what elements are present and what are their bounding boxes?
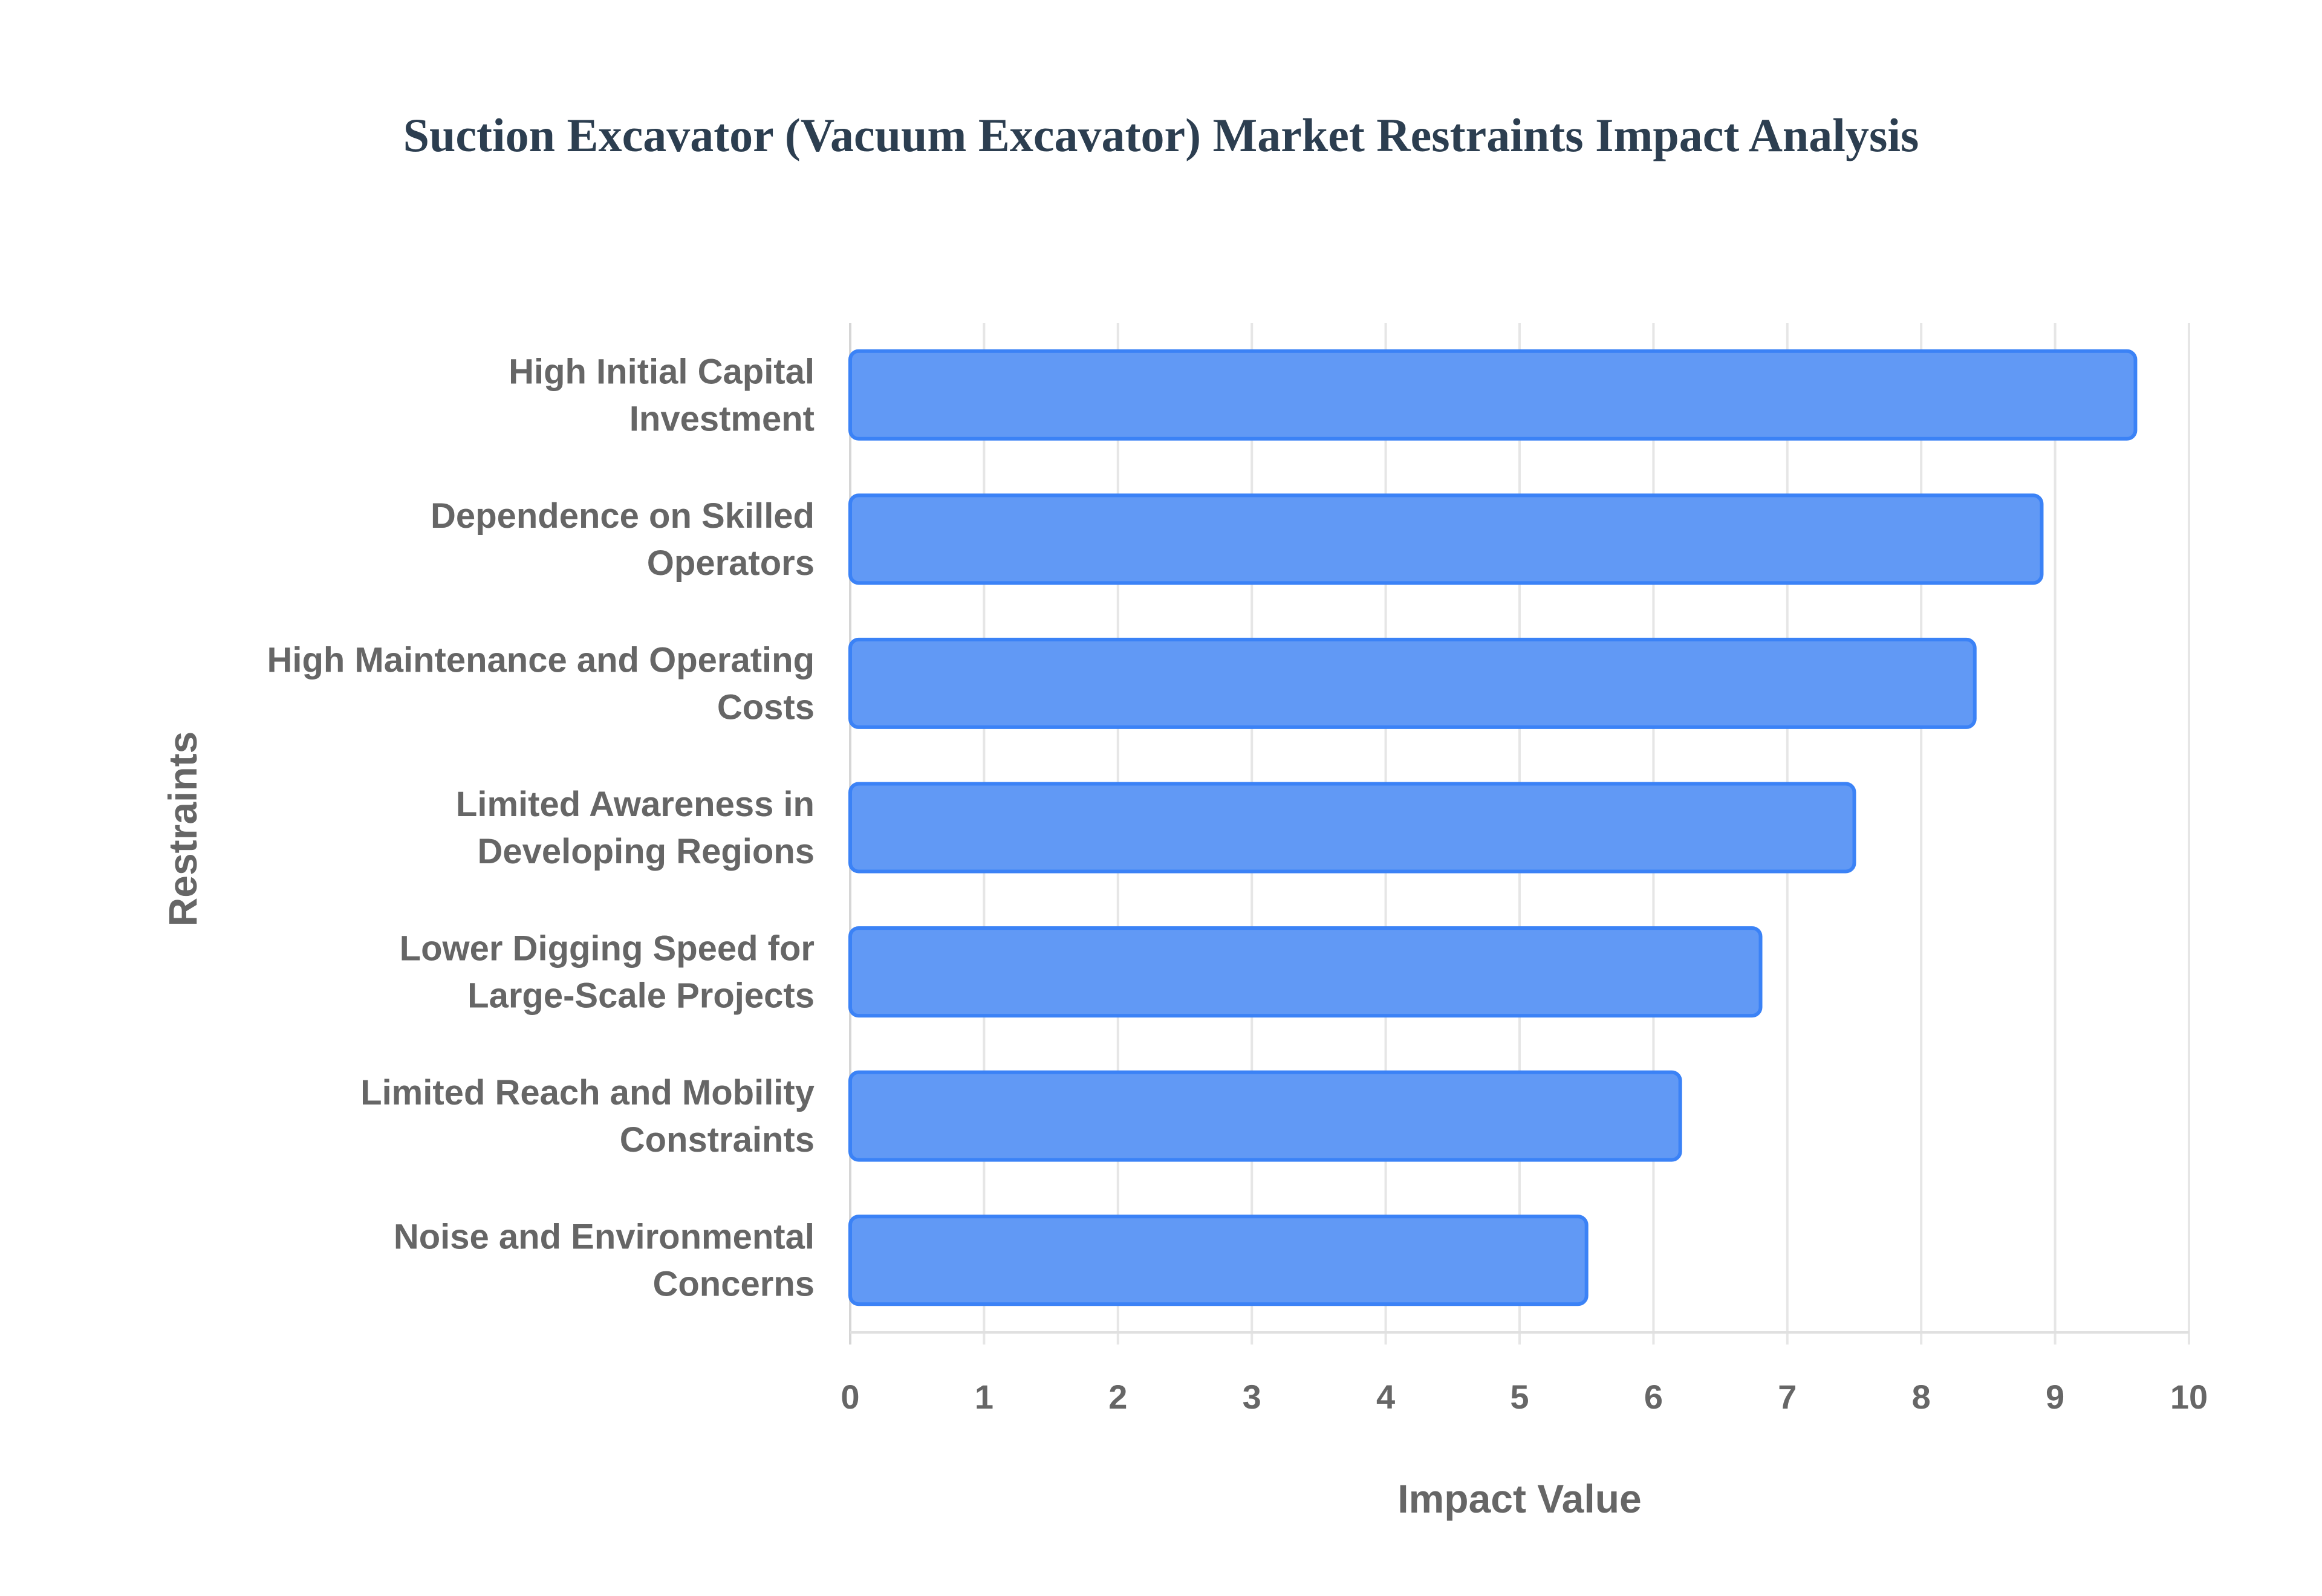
category-label: Dependence on Skilled bbox=[431, 496, 815, 536]
category-label: Operators bbox=[647, 543, 815, 583]
category-label: Developing Regions bbox=[477, 832, 815, 871]
x-tick-label: 10 bbox=[2170, 1378, 2208, 1416]
category-labels: High Initial Capital Investment Dependence… bbox=[267, 352, 815, 1303]
category-label: High Initial Capital bbox=[509, 352, 815, 391]
bar bbox=[848, 637, 1977, 729]
y-axis-title: Restraints bbox=[160, 731, 205, 927]
x-tick-label: 0 bbox=[841, 1378, 859, 1416]
x-tick-label: 8 bbox=[1912, 1378, 1931, 1416]
category-label: Limited Reach and Mobility bbox=[360, 1073, 815, 1112]
x-tick-label: 7 bbox=[1778, 1378, 1797, 1416]
category-label: Large-Scale Projects bbox=[467, 976, 815, 1016]
bar bbox=[848, 782, 1856, 874]
x-tick-label: 2 bbox=[1108, 1378, 1127, 1416]
x-tick-labels: 0 1 2 3 4 5 6 7 8 9 10 bbox=[841, 1378, 2208, 1416]
bar bbox=[848, 493, 2044, 585]
x-tick-label: 6 bbox=[1644, 1378, 1663, 1416]
category-label: Lower Digging Speed for bbox=[400, 929, 815, 968]
bars bbox=[848, 349, 2138, 1306]
bar bbox=[848, 1070, 1682, 1162]
x-tick-label: 1 bbox=[975, 1378, 994, 1416]
category-label: Concerns bbox=[652, 1265, 815, 1304]
category-label: Investment bbox=[629, 399, 815, 438]
x-axis-title: Impact Value bbox=[1397, 1476, 1642, 1521]
bar bbox=[848, 1215, 1589, 1306]
x-tick-label: 5 bbox=[1510, 1378, 1529, 1416]
category-label: Constraints bbox=[620, 1120, 815, 1160]
chart-title: Suction Excavator (Vacuum Excavator) Mar… bbox=[403, 109, 1919, 161]
x-tick-label: 4 bbox=[1376, 1378, 1395, 1416]
category-label: Limited Awareness in bbox=[456, 785, 815, 824]
bar bbox=[848, 349, 2138, 441]
x-tick-label: 9 bbox=[2046, 1378, 2064, 1416]
category-label: High Maintenance and Operating bbox=[267, 640, 815, 680]
category-label: Noise and Environmental bbox=[394, 1218, 815, 1257]
category-label: Costs bbox=[717, 687, 815, 727]
bar bbox=[848, 926, 1763, 1018]
x-tick-label: 3 bbox=[1243, 1378, 1261, 1416]
